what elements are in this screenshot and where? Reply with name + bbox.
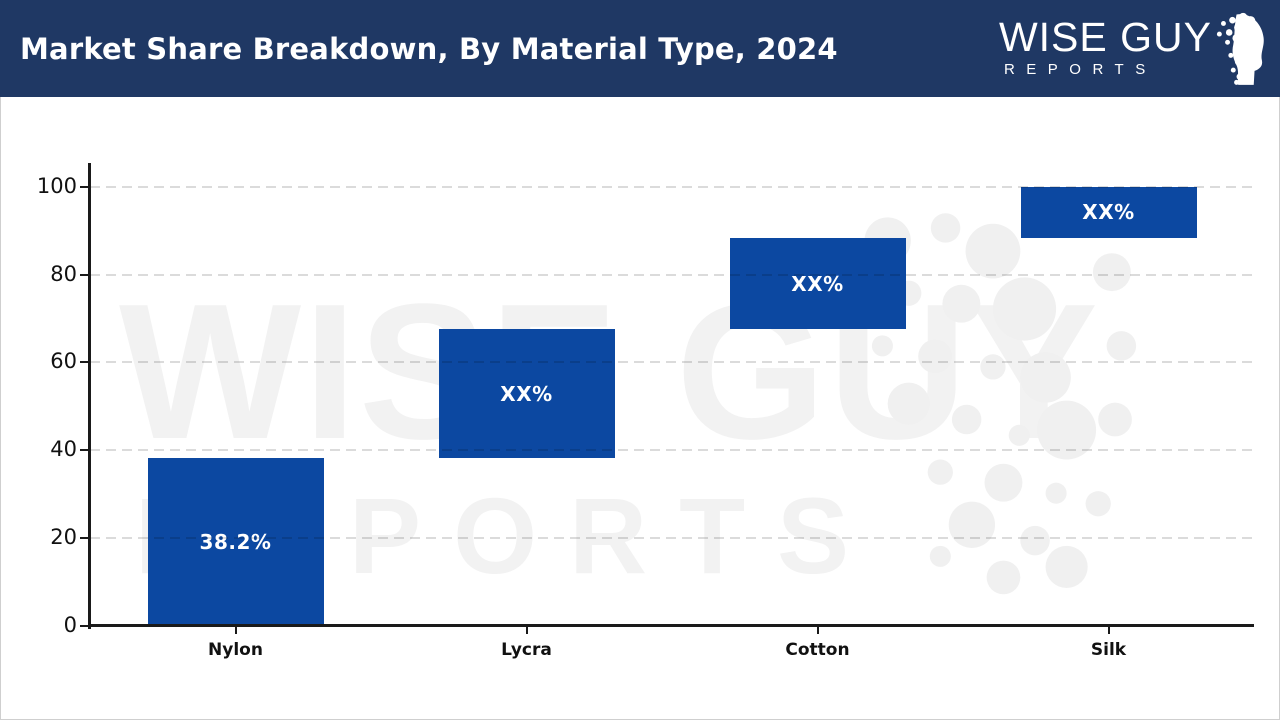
- wiseguy-logo: WISE GUY REPORTS: [999, 4, 1266, 90]
- y-axis: [88, 163, 91, 629]
- y-tick-label: 60: [50, 349, 77, 374]
- bar-cotton: XX%: [729, 238, 906, 330]
- logo-subtitle: REPORTS: [1003, 61, 1157, 78]
- gridline-60: [90, 361, 1254, 364]
- y-tick-label: 0: [63, 613, 77, 637]
- gridline-80: [90, 273, 1254, 276]
- gridline-40: [90, 449, 1254, 452]
- x-tick-mark: [816, 627, 819, 634]
- y-tick-label: 80: [50, 261, 77, 286]
- bar-value-label: 38.2%: [199, 530, 272, 555]
- bar-lycra: XX%: [438, 329, 615, 459]
- x-tick-mark: [1107, 627, 1110, 634]
- gridline-20: [90, 537, 1254, 540]
- bar-value-label: XX%: [791, 271, 844, 296]
- category-label-silk: Silk: [1090, 640, 1127, 660]
- category-label-nylon: Nylon: [208, 640, 263, 660]
- bar-nylon: 38.2%: [147, 458, 324, 626]
- x-tick-mark: [234, 627, 237, 634]
- category-label-cotton: Cotton: [785, 640, 850, 660]
- chart-area: WISE GUY REPORTS 0 20 40 60 80 100 38.2% XX% XX…: [0, 97, 1280, 720]
- bar-value-label: XX%: [1082, 200, 1135, 225]
- plot: 0 20 40 60 80 100 38.2% XX% XX% XX% Nylon Lycra Co…: [1, 97, 1279, 719]
- header-bar: Market Share Breakdown, By Material Type…: [0, 0, 1280, 97]
- x-tick-mark: [525, 627, 528, 634]
- logo-text: WISE GUY REPORTS: [998, 14, 1212, 78]
- y-tick-mark: [80, 537, 88, 540]
- y-tick-label: 100: [36, 173, 77, 198]
- gridline-100: [90, 185, 1254, 188]
- y-tick-mark: [80, 361, 88, 364]
- y-tick-mark: [80, 449, 88, 452]
- y-tick-label: 20: [50, 525, 77, 550]
- y-tick-label: 40: [50, 437, 77, 462]
- y-tick-mark: [80, 185, 88, 188]
- bar-silk: XX%: [1020, 186, 1197, 239]
- page-title: Market Share Breakdown, By Material Type…: [20, 31, 838, 66]
- x-axis: [88, 624, 1254, 627]
- bar-value-label: XX%: [500, 381, 553, 406]
- y-tick-mark: [80, 625, 88, 627]
- y-tick-mark: [80, 273, 88, 276]
- logo-wordmark: WISE GUY: [998, 14, 1212, 60]
- category-label-lycra: Lycra: [501, 640, 552, 660]
- head-dots-logo-icon: [1216, 12, 1264, 85]
